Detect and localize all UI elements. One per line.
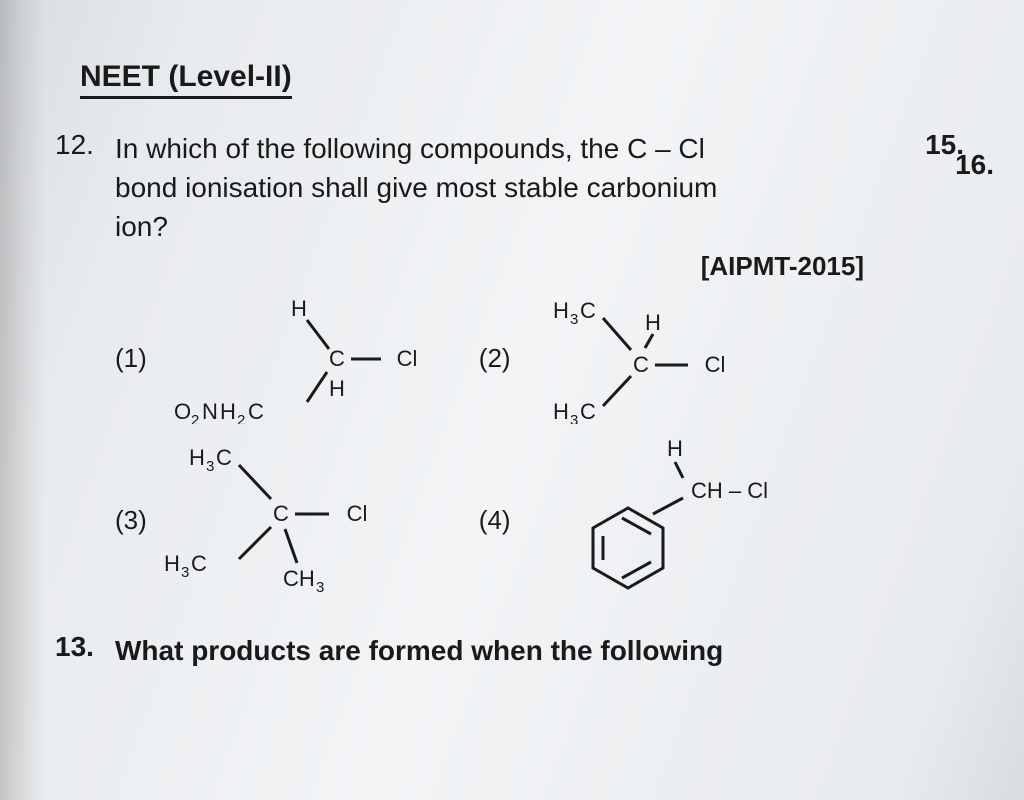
options-row-2: (3) H 3 C C Cl H 3 C CH 3 (4) H (115, 436, 984, 606)
bond (239, 465, 271, 499)
bond (285, 529, 297, 563)
option-1: (1) H C Cl H O 2 N H 2 C (115, 294, 439, 424)
sub2: 2 (191, 412, 199, 424)
option-3: (3) H 3 C C Cl H 3 C CH 3 (115, 441, 439, 601)
question-12: 12. In which of the following compounds,… (70, 129, 984, 606)
sub2: 2 (237, 412, 245, 424)
bond (603, 376, 631, 406)
bond (622, 518, 651, 534)
atom-Cl: Cl (346, 501, 367, 526)
bond (675, 462, 683, 478)
atom-H: H (164, 551, 180, 576)
atom-H: H (667, 436, 683, 461)
bond (239, 527, 271, 559)
bond (603, 318, 631, 350)
atom-C: C (580, 298, 596, 323)
atom-H: H (645, 310, 661, 335)
opt2-label: (2) (479, 343, 511, 374)
bond (307, 320, 329, 349)
atom-H: H (220, 399, 236, 424)
atom-H: H (189, 445, 205, 470)
question-13: 13. What products are formed when the fo… (70, 631, 984, 670)
q12-line2: bond ionisation shall give most stable c… (115, 172, 717, 203)
section-heading: NEET (Level-II) (80, 60, 292, 99)
atom-O: O (174, 399, 191, 424)
atom-N: N (202, 399, 218, 424)
option-2: (2) H 3 C H C Cl H 3 C (479, 294, 783, 424)
atom-H: H (553, 298, 569, 323)
opt4-label: (4) (479, 505, 511, 536)
q13-number: 13. (55, 631, 94, 663)
bond (622, 562, 651, 578)
q12-number: 12. (55, 129, 94, 161)
structure-3: H 3 C C Cl H 3 C CH 3 (159, 441, 439, 601)
margin-num-16: 16. (955, 149, 994, 181)
opt1-label: (1) (115, 343, 147, 374)
atom-CH3: CH (283, 566, 315, 591)
atom-C: C (329, 346, 345, 371)
atom-C: C (216, 445, 232, 470)
q13-text: What products are formed when the follow… (115, 631, 984, 670)
page-fold-shadow (0, 0, 45, 800)
atom-C: C (273, 501, 289, 526)
atom-C: C (191, 551, 207, 576)
sub3: 3 (316, 579, 324, 596)
atom-H: H (291, 296, 307, 321)
sub3: 3 (570, 412, 578, 424)
atom-Cl: Cl (396, 346, 417, 371)
bond (645, 334, 653, 348)
atom-H: H (329, 376, 345, 401)
structure-1: H C Cl H O 2 N H 2 C (159, 294, 439, 424)
bond (307, 372, 327, 402)
q12-line3: ion? (115, 211, 168, 242)
atom-Cl: Cl (704, 352, 725, 377)
opt3-label: (3) (115, 505, 147, 536)
atom-CHCl: CH – Cl (691, 478, 768, 503)
atom-C: C (248, 399, 264, 424)
option-4: (4) H CH – Cl (479, 436, 803, 606)
atom-C: C (633, 352, 649, 377)
sub3: 3 (570, 311, 578, 328)
structure-2: H 3 C H C Cl H 3 C (523, 294, 783, 424)
sub3: 3 (206, 458, 214, 475)
bond (653, 498, 683, 514)
q12-line1: In which of the following compounds, the… (115, 133, 705, 164)
atom-C: C (580, 399, 596, 424)
q12-source: [AIPMT-2015] (70, 251, 984, 282)
sub3: 3 (181, 564, 189, 581)
q12-text: In which of the following compounds, the… (115, 129, 984, 247)
structure-4: H CH – Cl (523, 436, 803, 606)
options-row-1: (1) H C Cl H O 2 N H 2 C (2) H (115, 294, 984, 424)
atom-H: H (553, 399, 569, 424)
